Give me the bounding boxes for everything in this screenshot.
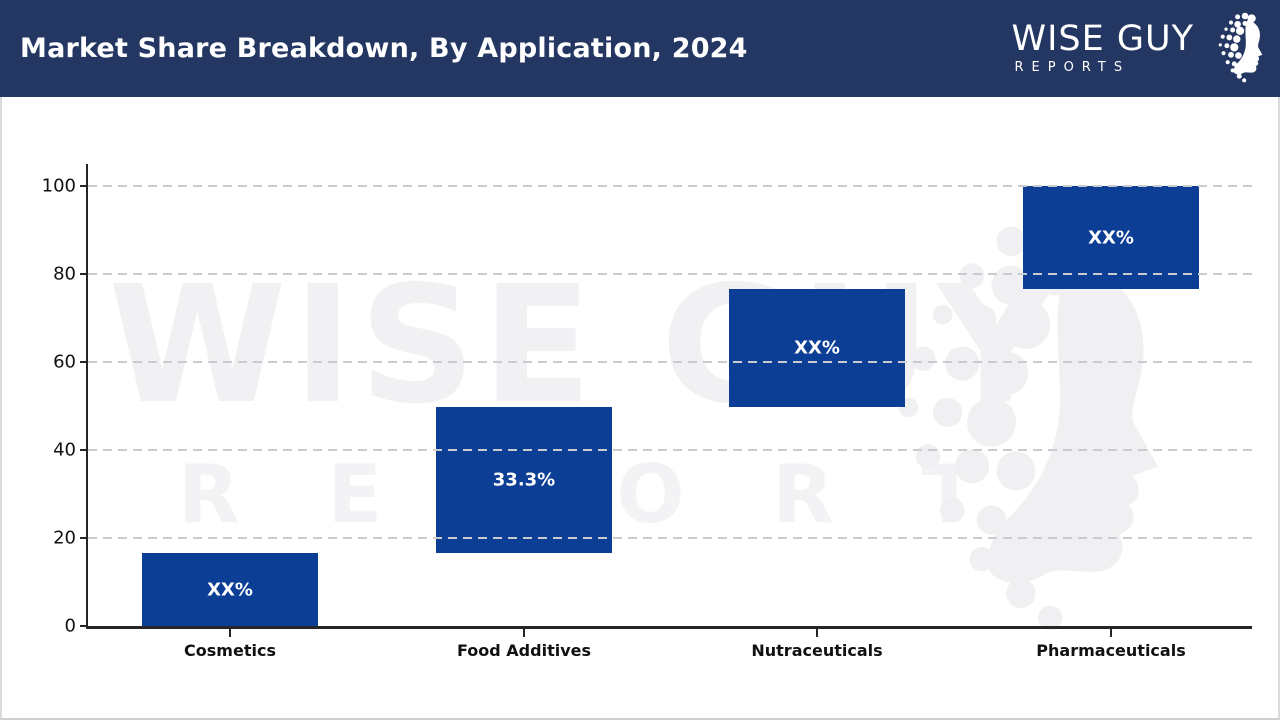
y-tick-40 <box>80 449 88 451</box>
x-tick-4 <box>1110 629 1112 637</box>
brand-logo: WISE GUY REPORTS <box>1011 9 1264 89</box>
y-tick-20 <box>80 537 88 539</box>
bar-value-label-4: XX% <box>1088 227 1134 249</box>
bar-cosmetics <box>142 553 318 626</box>
y-tick-label-60: 60 <box>53 351 76 373</box>
x-tick-2 <box>523 629 525 637</box>
y-tick-label-80: 80 <box>53 263 76 285</box>
y-tick-100 <box>80 185 88 187</box>
gridline-20 <box>88 537 1252 539</box>
x-category-label-2: Food Additives <box>457 641 591 660</box>
x-tick-1 <box>229 629 231 637</box>
x-tick-3 <box>816 629 818 637</box>
page-title: Market Share Breakdown, By Application, … <box>20 33 748 64</box>
y-tick-label-100: 100 <box>41 175 76 197</box>
gridline-60 <box>88 361 1252 363</box>
bar-pharmaceuticals <box>1023 186 1199 290</box>
brand-logo-text: WISE GUY REPORTS <box>1011 19 1194 76</box>
bar-food-additives <box>436 406 612 554</box>
y-tick-0 <box>80 625 88 627</box>
x-category-label-1: Cosmetics <box>184 641 276 660</box>
brand-name: WISE GUY <box>1011 19 1194 59</box>
gridline-40 <box>88 449 1252 451</box>
y-tick-80 <box>80 273 88 275</box>
brand-subtitle: REPORTS <box>1014 60 1131 75</box>
gridline-80 <box>88 273 1252 275</box>
header-bar: Market Share Breakdown, By Application, … <box>0 0 1280 97</box>
y-tick-label-0: 0 <box>64 615 76 637</box>
x-category-label-3: Nutraceuticals <box>751 641 883 660</box>
brand-head-icon <box>1218 12 1263 82</box>
bar-value-label-1: XX% <box>207 579 253 601</box>
x-category-label-4: Pharmaceuticals <box>1036 641 1186 660</box>
y-tick-60 <box>80 361 88 363</box>
bar-nutraceuticals <box>729 289 905 407</box>
y-axis-line <box>86 164 88 628</box>
bar-value-label-3: XX% <box>794 337 840 359</box>
x-axis-line <box>86 626 1252 629</box>
y-tick-label-20: 20 <box>53 527 76 549</box>
gridline-100 <box>88 185 1252 187</box>
bar-value-label-2: 33.3% <box>492 469 556 491</box>
y-tick-label-40: 40 <box>53 439 76 461</box>
